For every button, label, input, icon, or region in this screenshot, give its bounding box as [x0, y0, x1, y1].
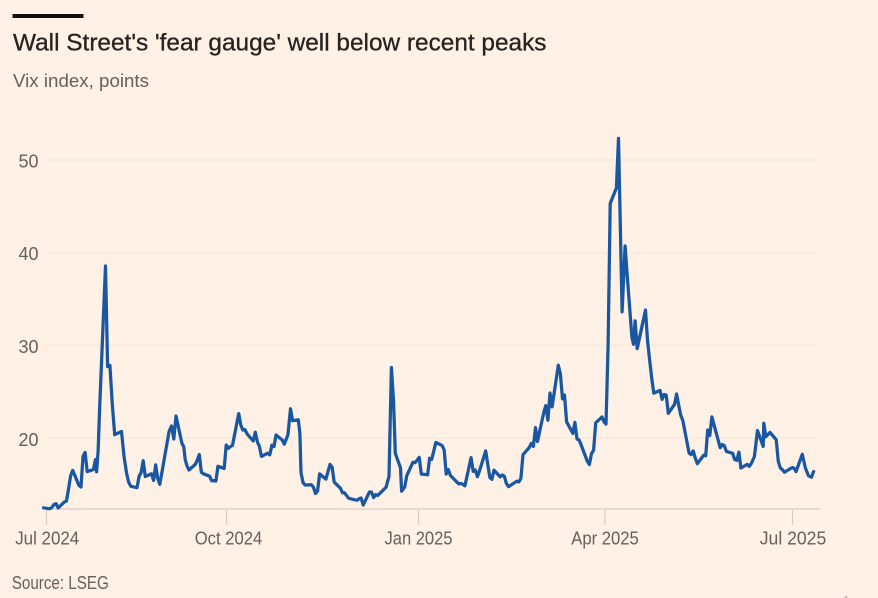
svg-text:Jul 2025: Jul 2025: [760, 528, 827, 549]
svg-text:20: 20: [19, 429, 39, 450]
svg-text:Apr 2025: Apr 2025: [571, 528, 639, 549]
svg-text:50: 50: [19, 151, 39, 172]
svg-text:Vix index, points: Vix index, points: [13, 71, 149, 91]
svg-text:Wall Street's 'fear gauge' wel: Wall Street's 'fear gauge' well below re…: [13, 30, 547, 57]
svg-text:Source: LSEG: Source: LSEG: [12, 573, 109, 593]
svg-text:30: 30: [19, 336, 39, 357]
svg-text:Jul 2024: Jul 2024: [15, 528, 79, 549]
svg-text:40: 40: [19, 243, 39, 264]
svg-text:Oct 2024: Oct 2024: [195, 528, 263, 549]
svg-text:Jan 2025: Jan 2025: [385, 528, 453, 549]
